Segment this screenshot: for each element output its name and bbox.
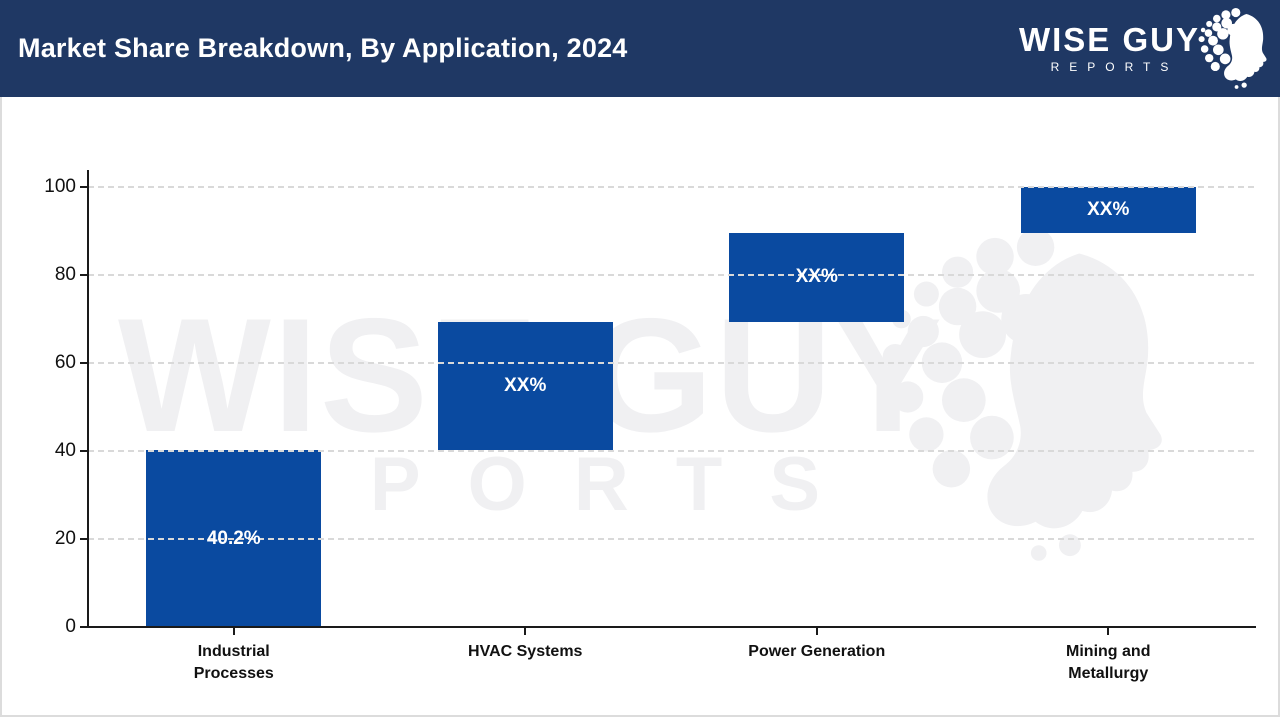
x-category-label: Power Generation [748,643,886,660]
y-tick-label: 80 [54,264,76,285]
bar-value-label: XX% [1087,199,1130,221]
y-tick-mark [80,626,87,628]
bar-value-label: 40.2% [206,527,261,549]
y-tick-mark [80,186,87,188]
header-bar: Market Share Breakdown, By Application, … [0,0,1280,97]
gridline-60 [88,362,1254,364]
x-tick-mark [815,628,818,635]
gridline-100 [88,186,1254,188]
gridline-20 [88,538,1254,540]
gridline-80 [88,274,1254,276]
bar-2 [437,321,613,451]
brand-logo-text: WISE GUY REPORTS [1018,21,1200,75]
x-tick-mark [1107,628,1110,635]
gridline-40 [88,450,1254,452]
x-tick-mark [524,628,527,635]
y-tick-label: 0 [65,616,76,637]
bar-value-label: XX% [504,374,547,396]
y-tick-mark [80,274,87,276]
y-tick-mark [80,538,87,540]
bar-4 [1020,187,1196,234]
watermark-face-icon [882,228,1162,561]
y-tick-mark [80,450,87,452]
y-tick-mark [80,362,87,364]
bar-value-label: XX% [795,266,838,288]
y-tick-label: 20 [54,528,76,549]
x-tick-mark [232,628,235,635]
y-tick-label: 100 [44,176,76,197]
brand-subtitle: REPORTS [1050,60,1179,74]
x-category-label: Industrial Processes [193,643,274,682]
bar-3 [729,233,905,322]
x-category-label: Mining and Metallurgy [1066,643,1151,682]
x-category-label: HVAC Systems [468,643,583,660]
x-axis-line [87,626,1256,628]
page-title: Market Share Breakdown, By Application, … [18,33,628,63]
logo-face-icon [1198,7,1267,89]
y-axis-line [87,170,89,628]
brand-name: WISE GUY [1018,21,1200,58]
y-tick-label: 40 [54,440,76,461]
brand-logo: WISE GUY REPORTS [1019,7,1270,91]
y-tick-label: 60 [54,352,76,373]
